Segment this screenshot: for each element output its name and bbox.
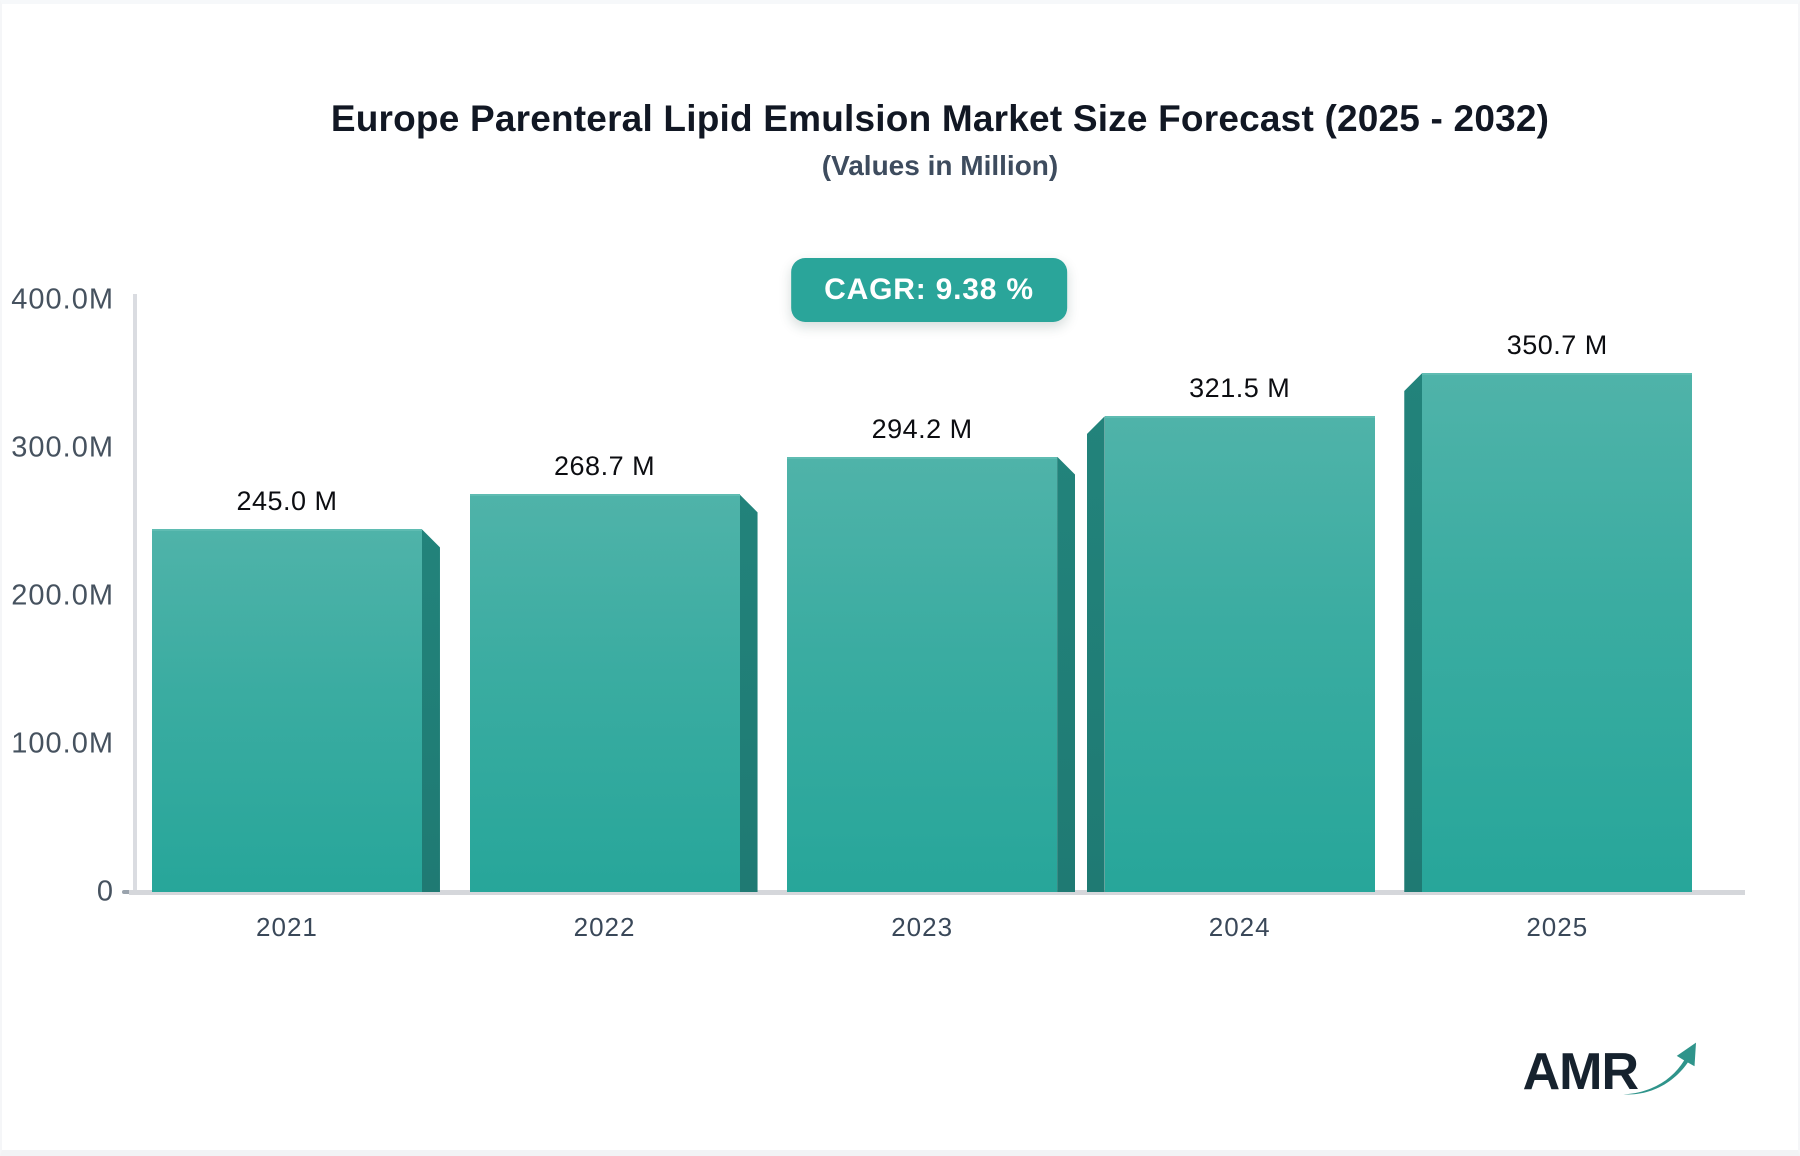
- x-tick-label: 2022: [573, 912, 636, 942]
- bar-2025: [1422, 372, 1693, 892]
- bar-2025-side-face: [1404, 372, 1423, 892]
- bar-value-label: 321.5 M: [1189, 373, 1291, 404]
- y-tick-label: 100.0M: [11, 727, 114, 760]
- bar-2021: [151, 529, 422, 892]
- chart-title: Europe Parenteral Lipid Emulsion Market …: [330, 98, 1550, 139]
- y-tick-label: 300.0M: [11, 431, 114, 464]
- x-tick-label: 2021: [256, 912, 318, 942]
- plot-area: 245.0 M 2021 268.7 M 2022 294.2 M 2023 321.5 M…: [129, 294, 1745, 942]
- brand-logo: AMR: [1523, 1035, 1696, 1098]
- y-tick-label: 0: [96, 875, 114, 908]
- growth-arrow-icon: [1622, 1035, 1696, 1104]
- x-tick-label: 2025: [1526, 912, 1589, 942]
- y-tick-label: 400.0M: [11, 283, 114, 316]
- bar-value-label: 268.7 M: [554, 451, 656, 482]
- bar-value-label: 294.2 M: [871, 413, 973, 444]
- bar-2021-side-face: [421, 529, 440, 892]
- brand-logo-text: AMR: [1522, 1043, 1639, 1101]
- x-tick-label: 2024: [1208, 912, 1271, 942]
- bar-2024: [1104, 416, 1375, 892]
- x-axis-line: [129, 890, 1745, 895]
- bar-2023: [787, 456, 1058, 892]
- bar-2022-side-face: [739, 494, 758, 892]
- chart-subtitle: (Values in Million): [821, 150, 1059, 181]
- y-axis-line: [133, 294, 137, 892]
- x-tick-label: 2023: [891, 912, 954, 942]
- bar-2023-side-face: [1057, 456, 1076, 892]
- y-tick-label: 200.0M: [11, 579, 114, 612]
- bar-value-label: 350.7 M: [1506, 329, 1608, 360]
- cagr-badge: CAGR: 9.38 %: [791, 258, 1067, 322]
- bar-2022: [469, 494, 740, 892]
- bar-value-label: 245.0 M: [236, 486, 338, 517]
- bar-2024-side-face: [1086, 416, 1105, 892]
- y-axis-labels: 400.0M 300.0M 200.0M 100.0M 0: [2, 284, 139, 908]
